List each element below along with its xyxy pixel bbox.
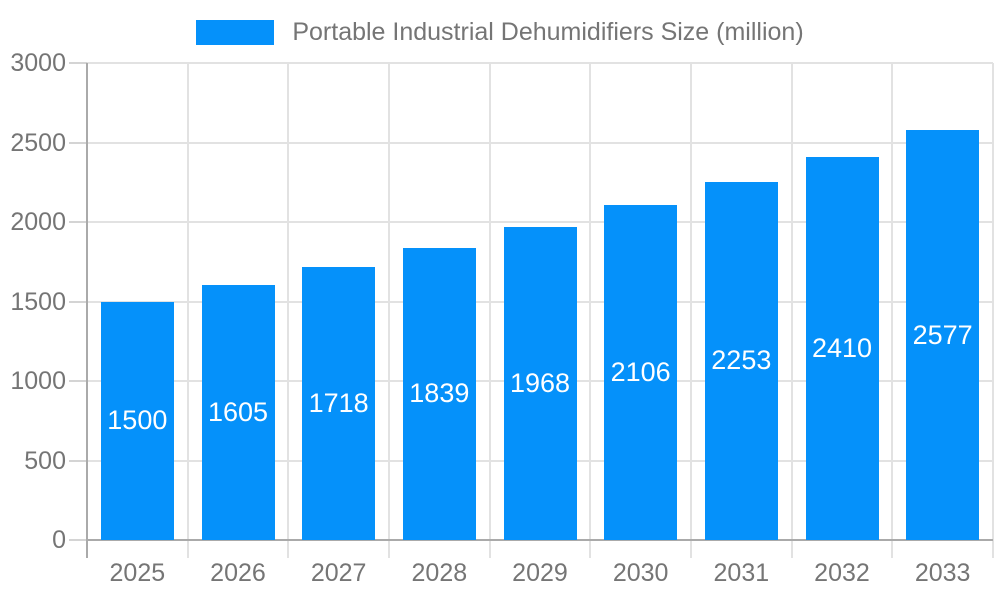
x-axis-label: 2026: [210, 559, 266, 587]
y-axis-tick: [69, 141, 87, 144]
y-axis-label: 2500: [10, 128, 66, 157]
bar-2026[interactable]: 1605: [201, 284, 275, 540]
x-axis-label: 2033: [914, 559, 971, 587]
x-axis-label: 2025: [109, 559, 166, 587]
bar-2029[interactable]: 1968: [503, 227, 577, 540]
bar-2033[interactable]: 2577: [906, 130, 980, 540]
gridline-horizontal: [87, 221, 993, 223]
y-axis-label: 0: [52, 526, 66, 554]
y-axis-label: 500: [24, 446, 66, 475]
gridline-vertical: [589, 63, 592, 558]
x-axis-label: 2032: [814, 559, 870, 587]
gridline-vertical: [790, 63, 793, 558]
y-axis-label: 1000: [10, 367, 66, 395]
y-axis-tick: [69, 62, 87, 64]
y-axis-tick: [69, 539, 87, 541]
bar-value-label: 1500: [107, 405, 168, 436]
gridline-horizontal: [87, 62, 993, 64]
x-axis-label: 2031: [713, 559, 770, 587]
bar-2028[interactable]: 1839: [402, 247, 476, 540]
y-axis-tick: [69, 380, 87, 382]
bar-2030[interactable]: 2106: [604, 205, 678, 540]
gridline-vertical: [186, 63, 189, 558]
y-axis-tick: [69, 459, 87, 462]
gridline-vertical: [891, 63, 894, 558]
y-axis-tick: [69, 221, 87, 223]
x-axis-label: 2030: [612, 559, 669, 587]
gridline-vertical: [388, 63, 390, 558]
gridline-horizontal: [87, 141, 993, 144]
x-axis-line: [87, 539, 993, 541]
y-axis-label: 3000: [10, 49, 66, 77]
bar-value-label: 1968: [509, 368, 571, 399]
bar-value-label: 1605: [207, 396, 269, 427]
bar-value-label: 2253: [711, 345, 772, 376]
x-axis-label: 2029: [512, 559, 568, 587]
bar-2031[interactable]: 2253: [704, 181, 778, 540]
legend-label[interactable]: Portable Industrial Dehumidifiers Size (…: [292, 17, 804, 46]
bar-2032[interactable]: 2410: [805, 156, 879, 540]
x-axis-label: 2028: [411, 559, 468, 587]
bar-2027[interactable]: 1718: [302, 266, 376, 540]
gridline-vertical: [992, 63, 994, 558]
bar-value-label: 2106: [610, 357, 671, 388]
y-axis-line: [86, 63, 88, 558]
legend-swatch-icon[interactable]: [196, 19, 275, 45]
legend: Portable Industrial Dehumidifiers Size (…: [0, 16, 1000, 48]
y-axis-tick: [69, 300, 87, 303]
bar-value-label: 2410: [811, 332, 873, 363]
bar-2025[interactable]: 1500: [100, 301, 174, 540]
gridline-vertical: [690, 63, 692, 558]
y-axis-label: 1500: [10, 287, 66, 316]
y-axis-label: 2000: [10, 208, 66, 236]
gridline-vertical: [488, 63, 491, 558]
gridline-vertical: [287, 63, 290, 558]
bar-value-label: 1839: [409, 378, 470, 409]
bar-value-label: 1718: [308, 387, 369, 418]
bar-value-label: 2577: [912, 319, 973, 350]
x-axis-label: 2027: [310, 559, 367, 587]
